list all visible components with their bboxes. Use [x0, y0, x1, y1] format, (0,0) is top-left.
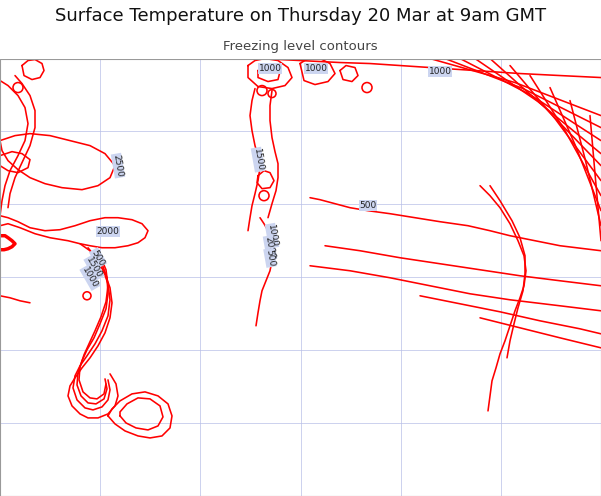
- Text: 500: 500: [90, 248, 106, 267]
- Text: Freezing level contours: Freezing level contours: [223, 40, 378, 54]
- Text: Surface Temperature on Thursday 20 Mar at 9am GMT: Surface Temperature on Thursday 20 Mar a…: [55, 7, 546, 25]
- Text: 1500: 1500: [252, 147, 264, 172]
- Text: 1000: 1000: [81, 265, 100, 290]
- Text: 1000: 1000: [429, 67, 451, 76]
- Text: 2500: 2500: [112, 154, 124, 178]
- Text: 500: 500: [264, 248, 276, 267]
- Text: 1000: 1000: [305, 64, 328, 73]
- Text: 1500: 1500: [84, 255, 103, 280]
- Text: 500: 500: [359, 201, 377, 210]
- Text: 2000: 2000: [97, 227, 120, 236]
- Text: 1000: 1000: [258, 64, 281, 73]
- Text: 2000: 2000: [264, 236, 276, 260]
- Text: 1000: 1000: [266, 224, 278, 248]
